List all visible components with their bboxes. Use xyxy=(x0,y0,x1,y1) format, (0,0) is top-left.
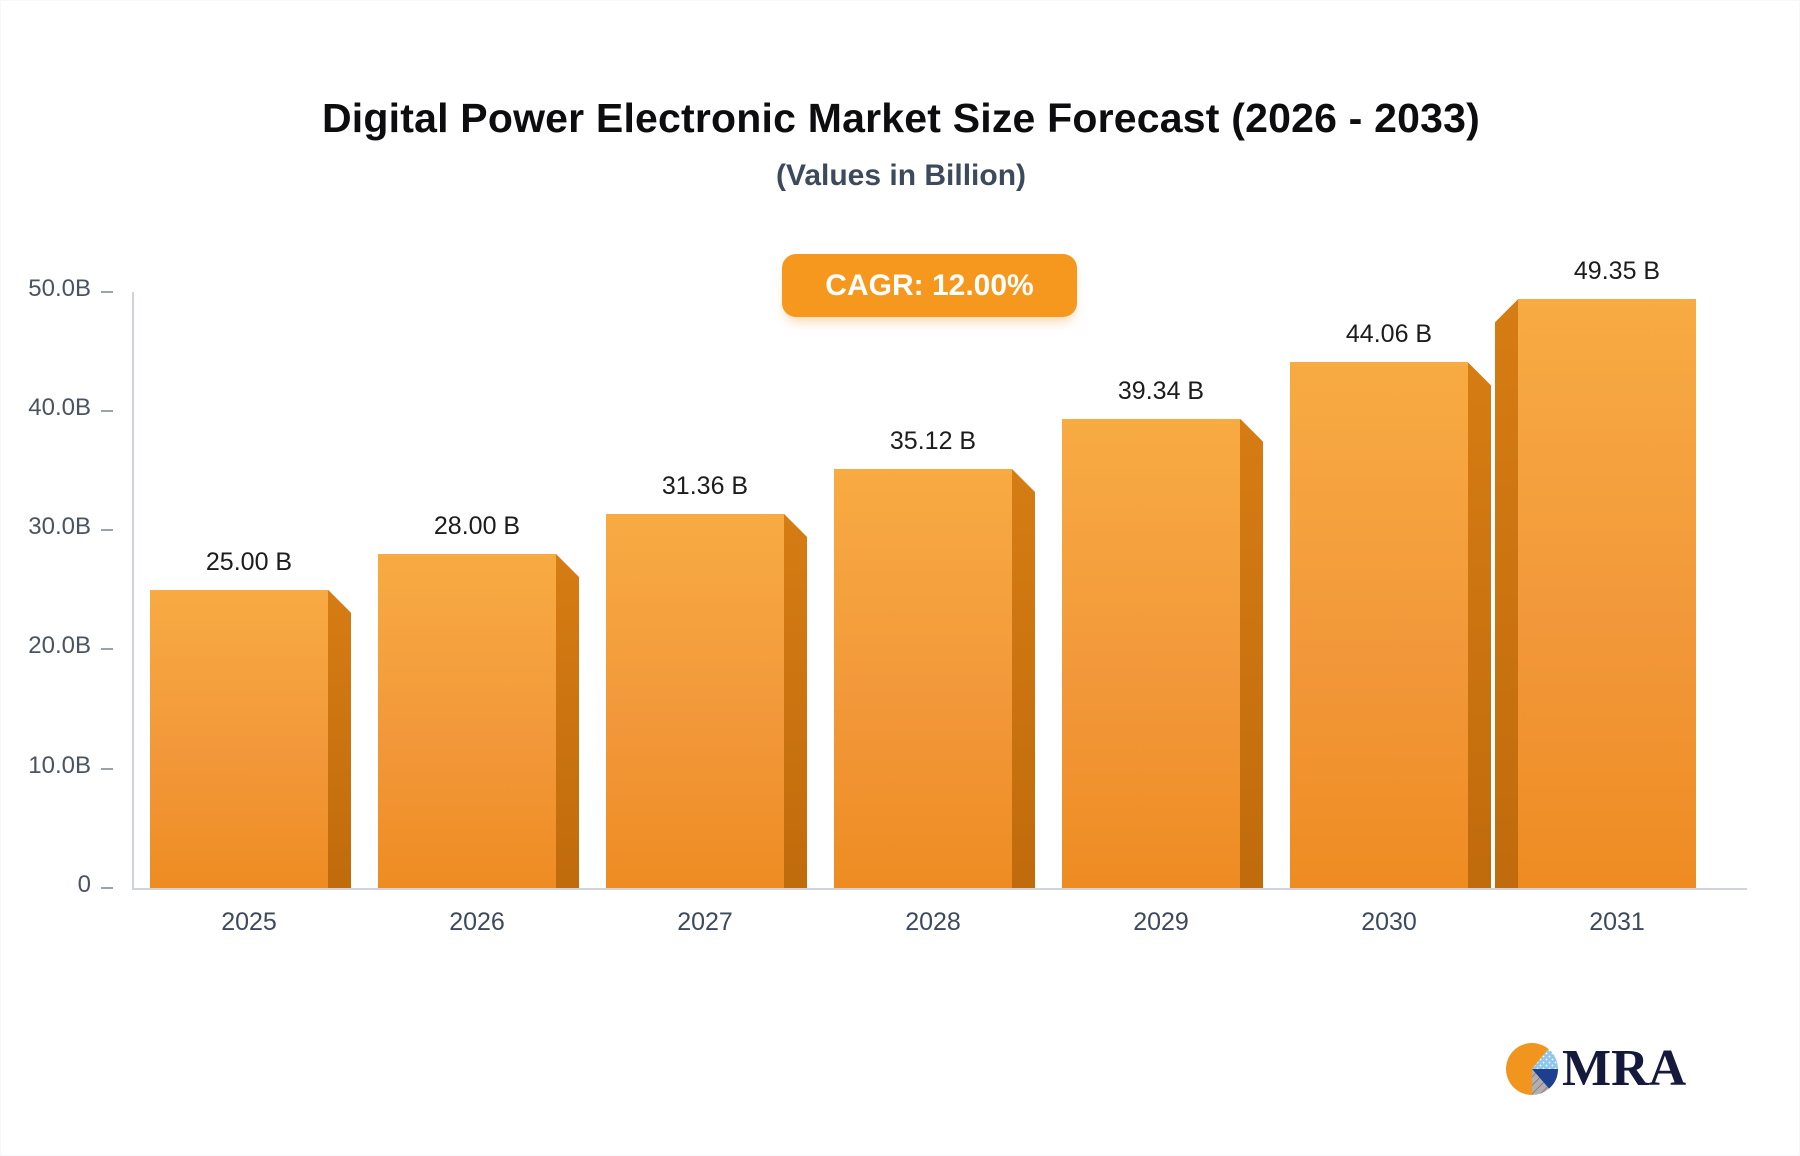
svg-text:MRA: MRA xyxy=(1562,1043,1687,1097)
